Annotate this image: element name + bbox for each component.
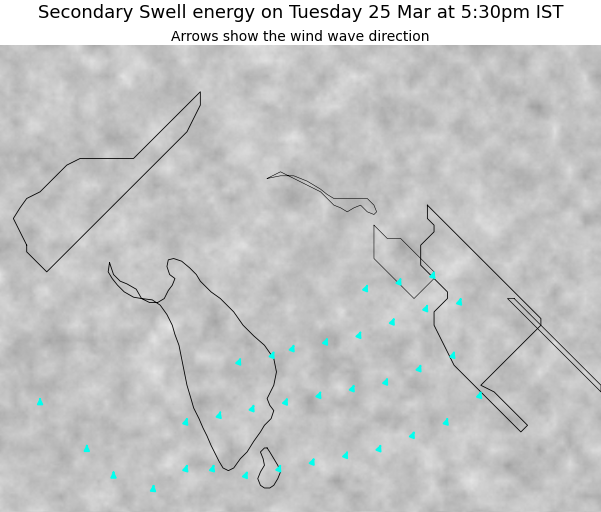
Text: Arrows show the wind wave direction: Arrows show the wind wave direction bbox=[171, 30, 430, 44]
Text: Secondary Swell energy on Tuesday 25 Mar at 5:30pm IST: Secondary Swell energy on Tuesday 25 Mar… bbox=[38, 4, 563, 22]
